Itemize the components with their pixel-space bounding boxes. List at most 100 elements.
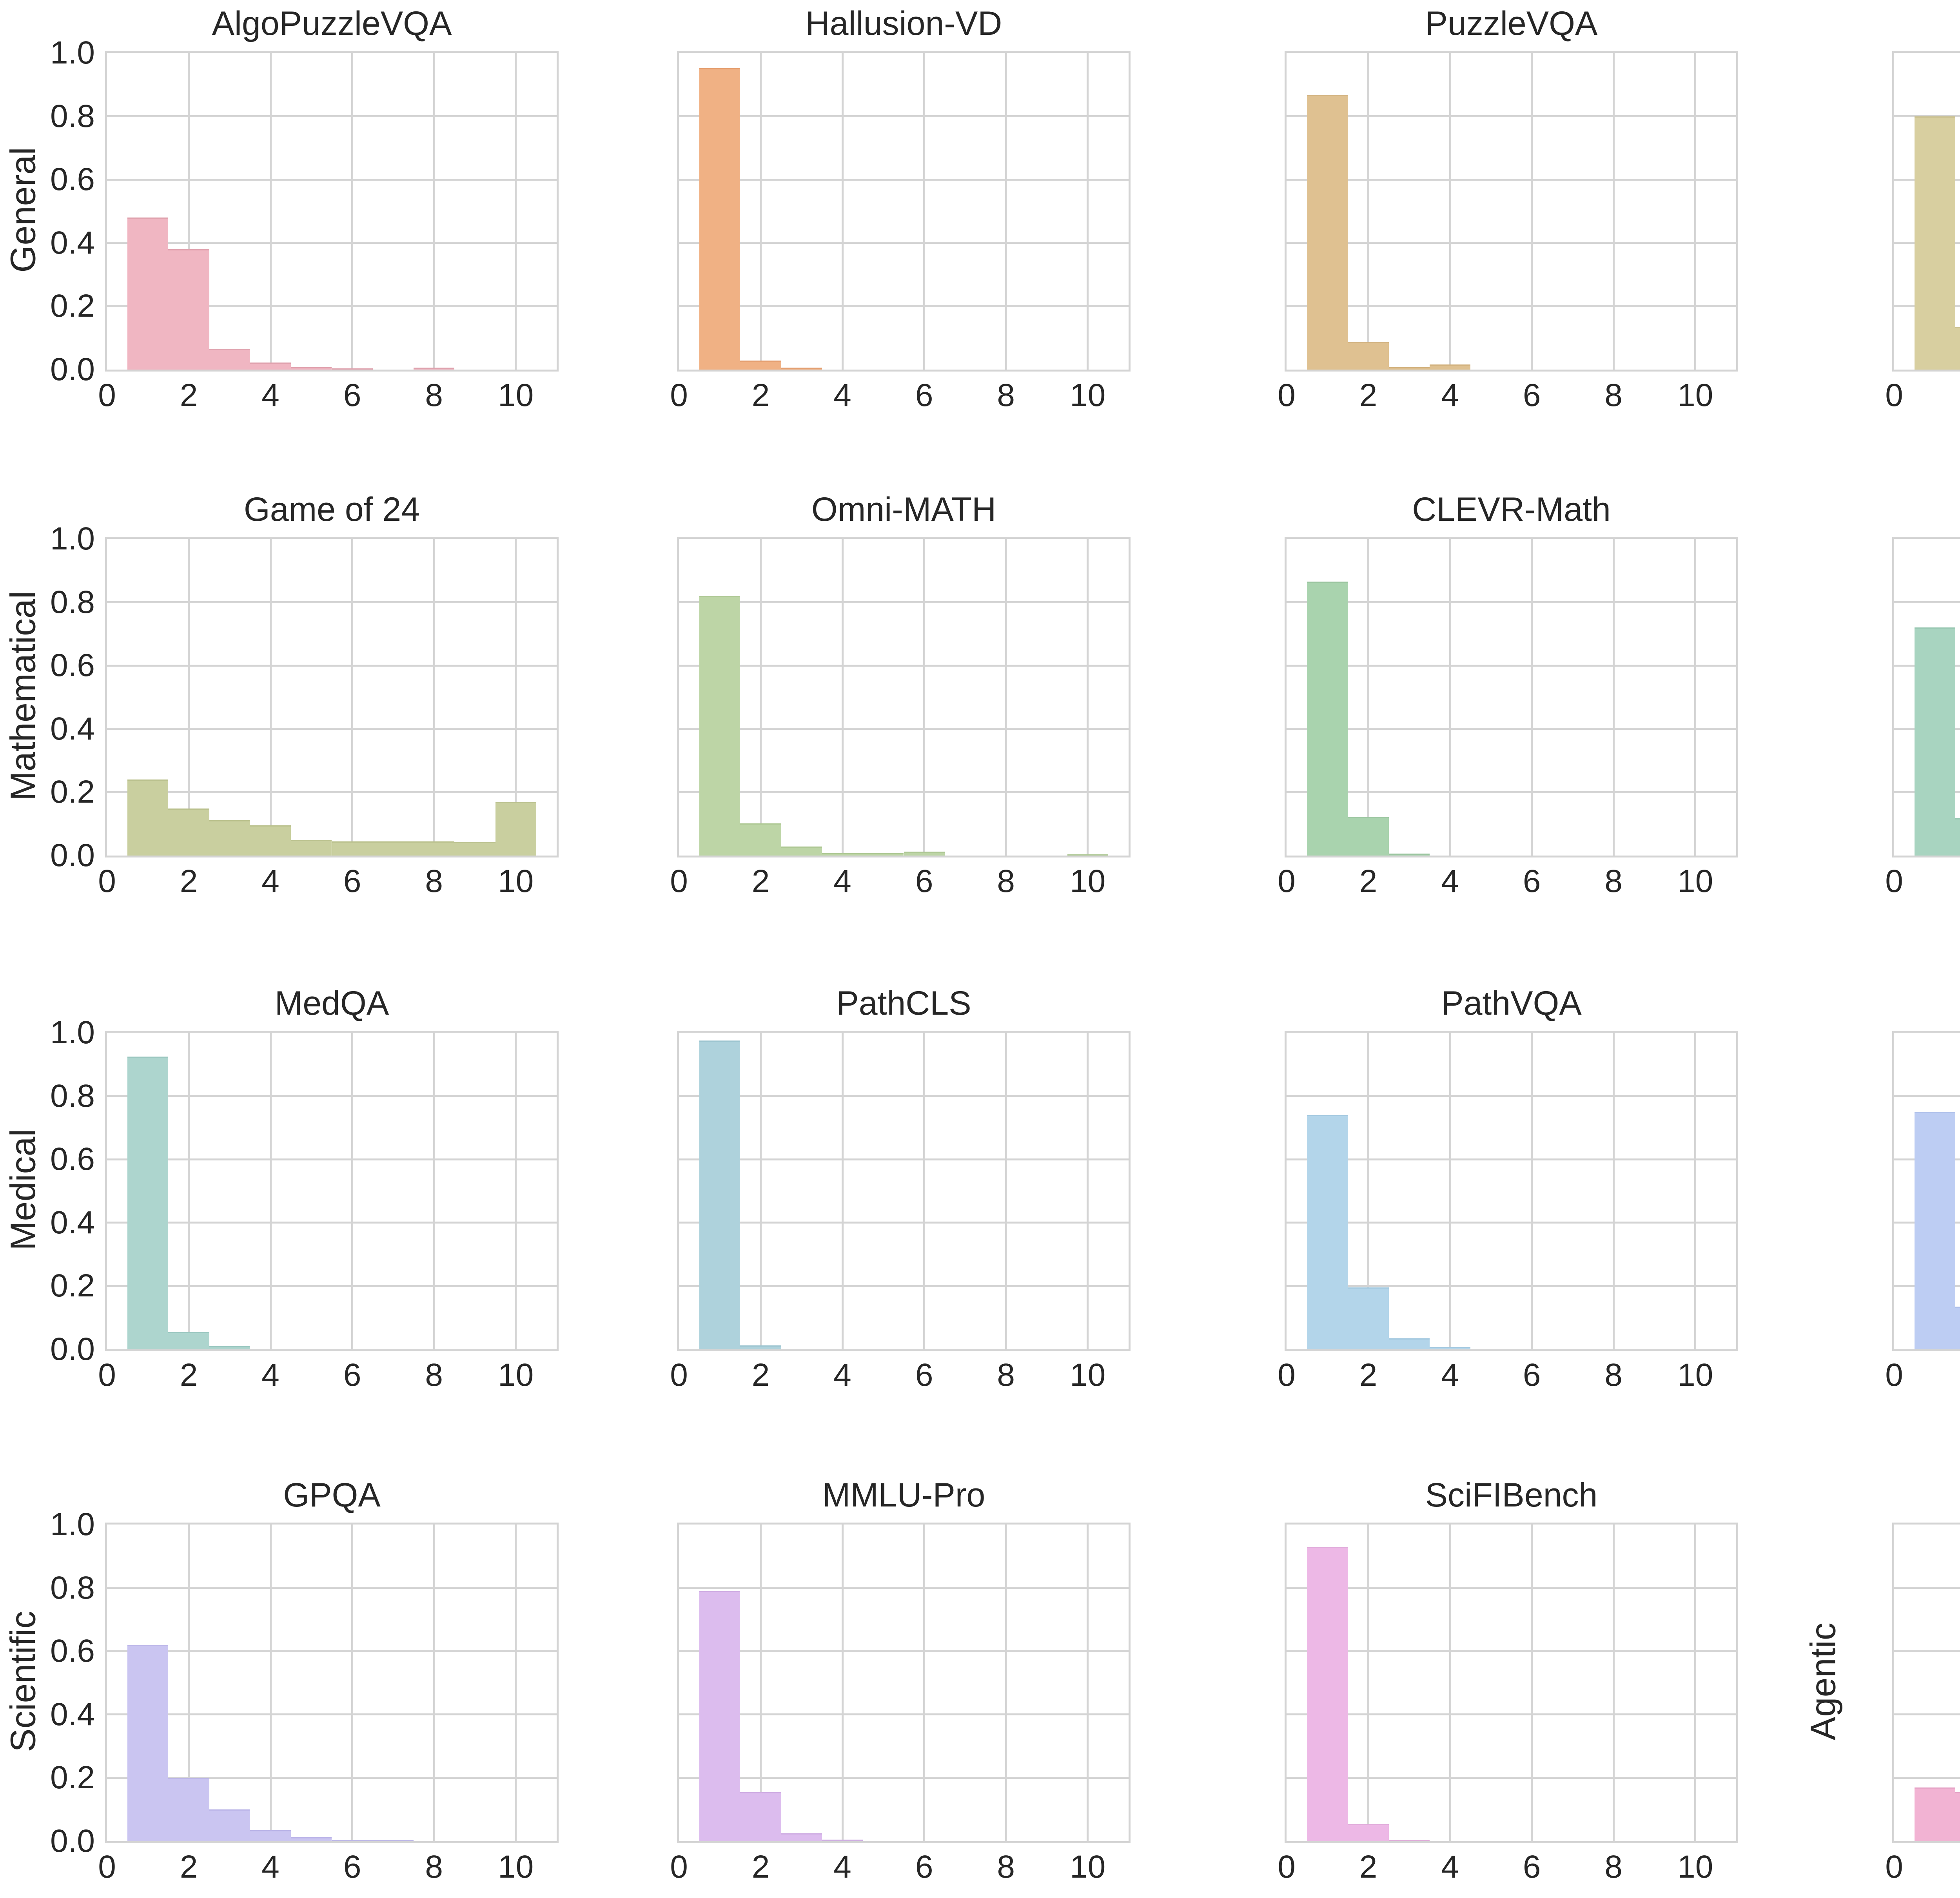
- histogram-bar: [822, 1839, 863, 1841]
- y-tick-label: 0.6: [50, 1633, 95, 1669]
- gridline-horizontal: [1287, 1095, 1736, 1097]
- gridline-horizontal: [107, 728, 557, 730]
- x-tick-label: 8: [997, 863, 1015, 899]
- gridline-horizontal: [679, 305, 1129, 307]
- histogram-bar: [454, 842, 495, 856]
- gridline-horizontal: [679, 791, 1129, 793]
- y-tick-label: 0.0: [50, 1823, 95, 1859]
- plot-area: [677, 537, 1131, 857]
- gridline-vertical: [1612, 1033, 1615, 1349]
- histogram-bar: [1388, 854, 1430, 856]
- gridline-vertical: [1449, 539, 1451, 856]
- x-tick-label: 0: [1278, 377, 1296, 413]
- panel-title: PuzzleVQA: [1425, 5, 1598, 42]
- x-tick-label: 4: [261, 1357, 279, 1393]
- x-tick-label: 2: [751, 863, 770, 899]
- gridline-horizontal: [1287, 1650, 1736, 1652]
- x-tick-label: 2: [751, 377, 770, 413]
- panel-algopuzzlevqa: AlgoPuzzleVQA 0 2 4 6 8 10 0.0 0.2 0.4 0.6 0.8 1.0 Ge…: [0, 0, 574, 426]
- x-tick-label: 4: [833, 377, 851, 413]
- gridline-horizontal: [679, 728, 1129, 730]
- histogram-bar: [291, 839, 332, 856]
- gridline-vertical: [1367, 539, 1370, 856]
- gridline-vertical: [269, 1525, 272, 1841]
- gridline-horizontal: [1287, 601, 1736, 604]
- x-tick-label: 0: [1885, 1849, 1903, 1885]
- histogram-bar: [495, 801, 536, 856]
- panel-pathcls: PathCLS 0 2 4 6 8 10: [606, 980, 1146, 1406]
- histogram-bar: [699, 68, 740, 370]
- x-tick-label: 2: [180, 377, 198, 413]
- histogram-bar: [740, 1792, 781, 1841]
- x-tick-label: 8: [1604, 377, 1622, 413]
- gridline-horizontal: [1894, 601, 1960, 604]
- gridline-vertical: [351, 1033, 354, 1349]
- gridline-vertical: [1087, 1033, 1089, 1349]
- x-tick-label: 4: [833, 863, 851, 899]
- gridline-horizontal: [1287, 791, 1736, 793]
- gridline-horizontal: [107, 1222, 557, 1224]
- gridline-horizontal: [1287, 1158, 1736, 1160]
- x-tick-label: 6: [1523, 377, 1541, 413]
- histogram-bar: [168, 809, 209, 856]
- gridline-vertical: [1367, 1525, 1370, 1841]
- x-tick-label: 10: [1677, 1849, 1713, 1885]
- gridline-vertical: [841, 1033, 844, 1349]
- x-tick-label: 2: [1359, 863, 1377, 899]
- x-tick-label: 6: [1523, 1849, 1541, 1885]
- gridline-vertical: [1005, 1525, 1007, 1841]
- gridline-horizontal: [679, 1158, 1129, 1160]
- x-tick-label: 0: [1885, 377, 1903, 413]
- histogram-bar: [332, 841, 373, 856]
- histogram-bar: [332, 1840, 373, 1841]
- gridline-vertical: [1531, 1525, 1533, 1841]
- x-tick-label: 8: [425, 377, 443, 413]
- x-tick-label: 10: [498, 377, 534, 413]
- panel-omni-math: Omni-MATH 0 2 4 6 8 10: [606, 486, 1146, 912]
- row-category-label: General: [4, 147, 43, 273]
- x-tick-label: 6: [343, 863, 361, 899]
- histogram-bar: [699, 1041, 740, 1349]
- histogram-bar: [250, 825, 291, 856]
- gridline-horizontal: [1287, 664, 1736, 667]
- x-tick-label: 8: [997, 377, 1015, 413]
- histogram-bar: [209, 1346, 250, 1349]
- panel-mmlu-pro: MMLU-Pro 0 2 4 6 8 10: [606, 1472, 1146, 1898]
- gridline-horizontal: [107, 1777, 557, 1779]
- gridline-horizontal: [1287, 1713, 1736, 1716]
- panel-title: PathVQA: [1441, 984, 1582, 1022]
- gridline-vertical: [1087, 1525, 1089, 1841]
- histogram-bar: [781, 847, 822, 856]
- x-tick-label: 4: [1441, 863, 1459, 899]
- gridline-vertical: [188, 53, 190, 370]
- gridline-horizontal: [107, 115, 557, 118]
- x-tick-label: 2: [1359, 1849, 1377, 1885]
- histogram-bar: [127, 1056, 169, 1349]
- histogram-bar: [168, 249, 209, 370]
- gridline-vertical: [515, 1033, 517, 1349]
- x-tick-label: 10: [498, 863, 534, 899]
- gridline-vertical: [433, 1033, 435, 1349]
- x-tick-label: 6: [343, 1849, 361, 1885]
- histogram-bar: [291, 367, 332, 370]
- plot-area: [105, 51, 559, 372]
- panel-title: MMLU-Pro: [822, 1476, 985, 1514]
- gridline-horizontal: [1894, 1650, 1960, 1652]
- x-tick-label: 2: [1359, 377, 1377, 413]
- histogram-bar: [127, 218, 169, 370]
- x-tick-label: 4: [1441, 377, 1459, 413]
- panel-title: Omni-MATH: [811, 491, 996, 528]
- gridline-horizontal: [107, 1650, 557, 1652]
- plot-area: [1285, 1031, 1738, 1351]
- histogram-bar: [1388, 1338, 1430, 1349]
- x-tick-label: 0: [1278, 1357, 1296, 1393]
- gridline-vertical: [188, 1525, 190, 1841]
- gridline-horizontal: [679, 178, 1129, 181]
- gridline-vertical: [515, 539, 517, 856]
